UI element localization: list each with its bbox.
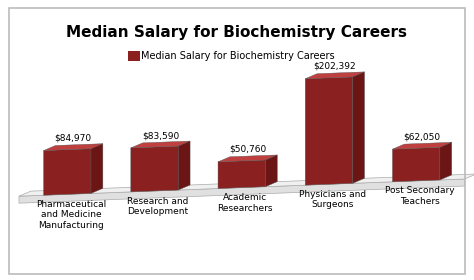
Bar bbox=[128, 51, 140, 61]
Text: $83,590: $83,590 bbox=[142, 131, 179, 140]
Text: Median Salary for Biochemistry Careers: Median Salary for Biochemistry Careers bbox=[66, 25, 408, 40]
Polygon shape bbox=[19, 179, 465, 203]
Text: $84,970: $84,970 bbox=[55, 134, 92, 143]
Polygon shape bbox=[44, 144, 103, 151]
Polygon shape bbox=[353, 72, 365, 183]
Polygon shape bbox=[392, 142, 452, 149]
Text: $50,760: $50,760 bbox=[229, 145, 266, 154]
Text: Academic
Researchers: Academic Researchers bbox=[218, 193, 273, 213]
Polygon shape bbox=[305, 77, 353, 185]
Polygon shape bbox=[265, 155, 277, 187]
Polygon shape bbox=[131, 146, 178, 192]
Text: $62,050: $62,050 bbox=[403, 132, 441, 141]
Polygon shape bbox=[19, 174, 474, 196]
Text: Pharmaceutical
and Medicine
Manufacturing: Pharmaceutical and Medicine Manufacturin… bbox=[36, 200, 106, 230]
Polygon shape bbox=[44, 149, 91, 195]
Polygon shape bbox=[392, 147, 440, 182]
Polygon shape bbox=[218, 160, 265, 188]
Text: Research and
Development: Research and Development bbox=[128, 197, 189, 216]
Text: Post Secondary
Teachers: Post Secondary Teachers bbox=[385, 186, 455, 206]
Polygon shape bbox=[305, 72, 365, 79]
Polygon shape bbox=[218, 155, 277, 162]
Polygon shape bbox=[178, 141, 190, 190]
Text: $202,392: $202,392 bbox=[314, 62, 356, 71]
Polygon shape bbox=[91, 144, 103, 193]
Text: Physicians and
Surgeons: Physicians and Surgeons bbox=[299, 190, 366, 209]
Text: Median Salary for Biochemistry Careers: Median Salary for Biochemistry Careers bbox=[141, 51, 334, 61]
Polygon shape bbox=[440, 142, 452, 180]
Polygon shape bbox=[131, 141, 190, 148]
